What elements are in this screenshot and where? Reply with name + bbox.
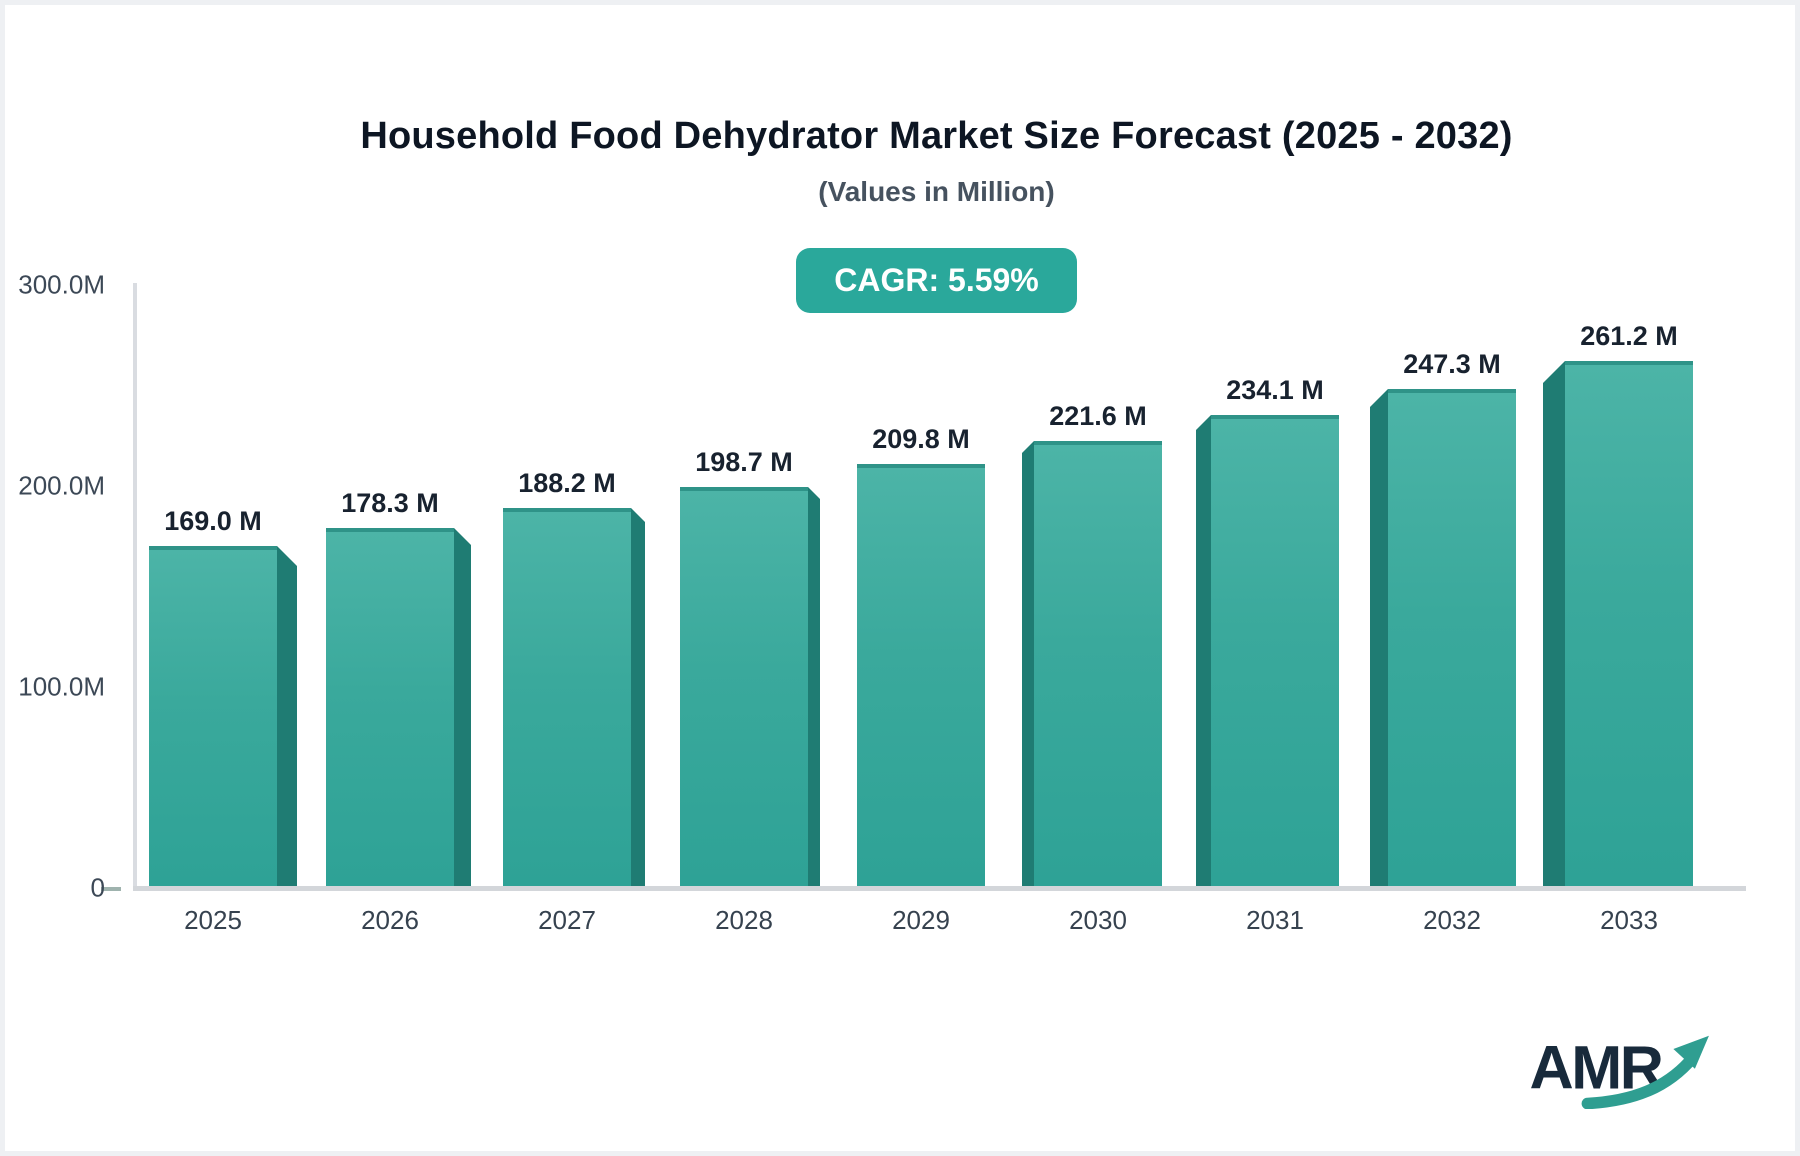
growth-arrow-icon	[1581, 1035, 1709, 1109]
value-label-2026: 178.3 M	[341, 488, 439, 518]
bar-side-2025	[277, 546, 297, 886]
x-axis-label-2030: 2030	[1069, 905, 1127, 935]
value-label-2033: 261.2 M	[1580, 321, 1678, 351]
value-label-2032: 247.3 M	[1403, 349, 1501, 379]
value-label-2031: 234.1 M	[1226, 375, 1324, 405]
bar-side-2028	[808, 487, 820, 886]
bar-2031	[1211, 415, 1339, 886]
x-axis-label-2026: 2026	[361, 905, 419, 935]
x-axis-label-2029: 2029	[892, 905, 950, 935]
x-axis-label-2028: 2028	[715, 905, 773, 935]
value-label-2029: 209.8 M	[872, 424, 970, 454]
x-axis-label-2032: 2032	[1423, 905, 1481, 935]
bar-side-2027	[631, 508, 645, 886]
cagr-badge: CAGR: 5.59%	[796, 248, 1077, 313]
value-label-2030: 221.6 M	[1049, 401, 1147, 431]
value-label-2027: 188.2 M	[518, 468, 616, 498]
bar-2025	[149, 546, 277, 886]
bar-side-2030	[1022, 441, 1034, 886]
zero-tick	[101, 887, 121, 891]
chart-header: Household Food Dehydrator Market Size Fo…	[135, 5, 1738, 313]
y-axis-tick-label: 200.0M	[18, 470, 105, 501]
bar-2028	[680, 487, 808, 886]
y-axis-line	[133, 283, 137, 888]
y-axis-tick-label: 0	[90, 872, 105, 903]
cagr-badge-wrap: CAGR: 5.59%	[135, 248, 1738, 313]
bar-2033	[1565, 361, 1693, 886]
bar-2029	[857, 464, 985, 886]
chart-title: Household Food Dehydrator Market Size Fo…	[360, 115, 1513, 157]
x-axis-label-2027: 2027	[538, 905, 596, 935]
y-axis-tick-label: 100.0M	[18, 671, 105, 702]
bar-2032	[1388, 389, 1516, 886]
bar-side-2033	[1543, 361, 1565, 886]
chart-subtitle: (Values in Million)	[818, 176, 1055, 207]
amr-logo: AMR	[1530, 1034, 1709, 1109]
y-axis-tick-label: 300.0M	[18, 269, 105, 300]
bar-side-2031	[1196, 415, 1211, 886]
x-axis-line	[133, 886, 1746, 891]
bar-2026	[326, 528, 454, 886]
x-axis-label-2031: 2031	[1246, 905, 1304, 935]
bar-side-2032	[1370, 389, 1388, 886]
bar-2030	[1034, 441, 1162, 886]
value-label-2028: 198.7 M	[695, 447, 793, 477]
x-axis-label-2033: 2033	[1600, 905, 1658, 935]
chart-card: Household Food Dehydrator Market Size Fo…	[5, 5, 1795, 1151]
value-label-2025: 169.0 M	[164, 506, 262, 536]
bar-2027	[503, 508, 631, 886]
bar-side-2026	[454, 528, 471, 886]
x-axis-label-2025: 2025	[184, 905, 242, 935]
